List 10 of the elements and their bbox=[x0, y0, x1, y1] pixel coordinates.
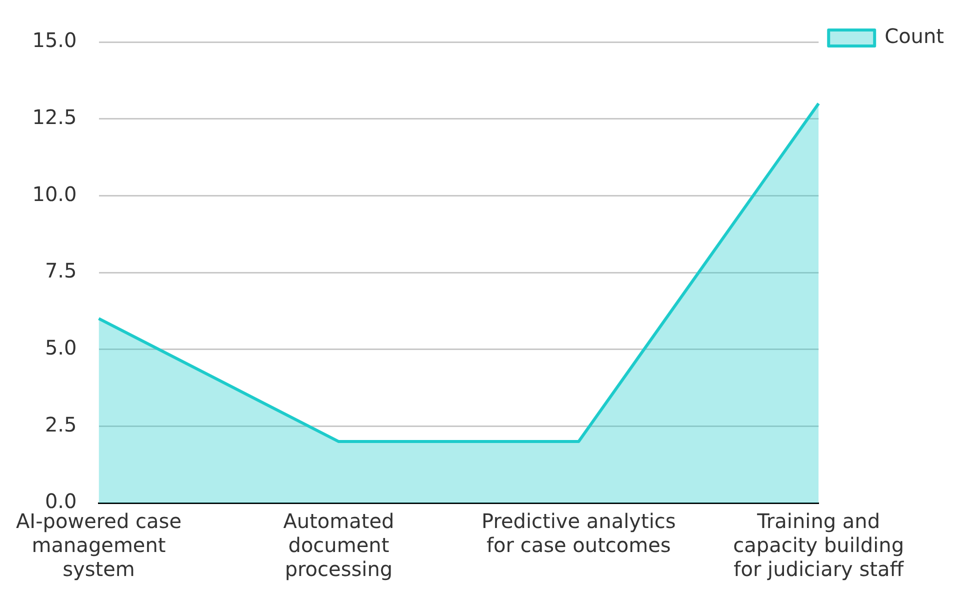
y-tick-label: 7.5 bbox=[44, 258, 77, 283]
x-tick-label: Predictive analytics for case outcomes bbox=[481, 509, 676, 558]
y-tick-label: 15.0 bbox=[32, 28, 77, 52]
y-tick-label: 2.5 bbox=[44, 412, 77, 436]
y-tick-label: 10.0 bbox=[32, 182, 77, 206]
y-tick-label: 12.5 bbox=[32, 105, 77, 130]
y-tick-label: 5.0 bbox=[44, 336, 77, 360]
x-tick-label: Training and capacity building for judiciary staff bbox=[733, 509, 905, 582]
x-tick-label: Automated document processing bbox=[283, 509, 394, 582]
legend-label: Count bbox=[884, 24, 944, 48]
